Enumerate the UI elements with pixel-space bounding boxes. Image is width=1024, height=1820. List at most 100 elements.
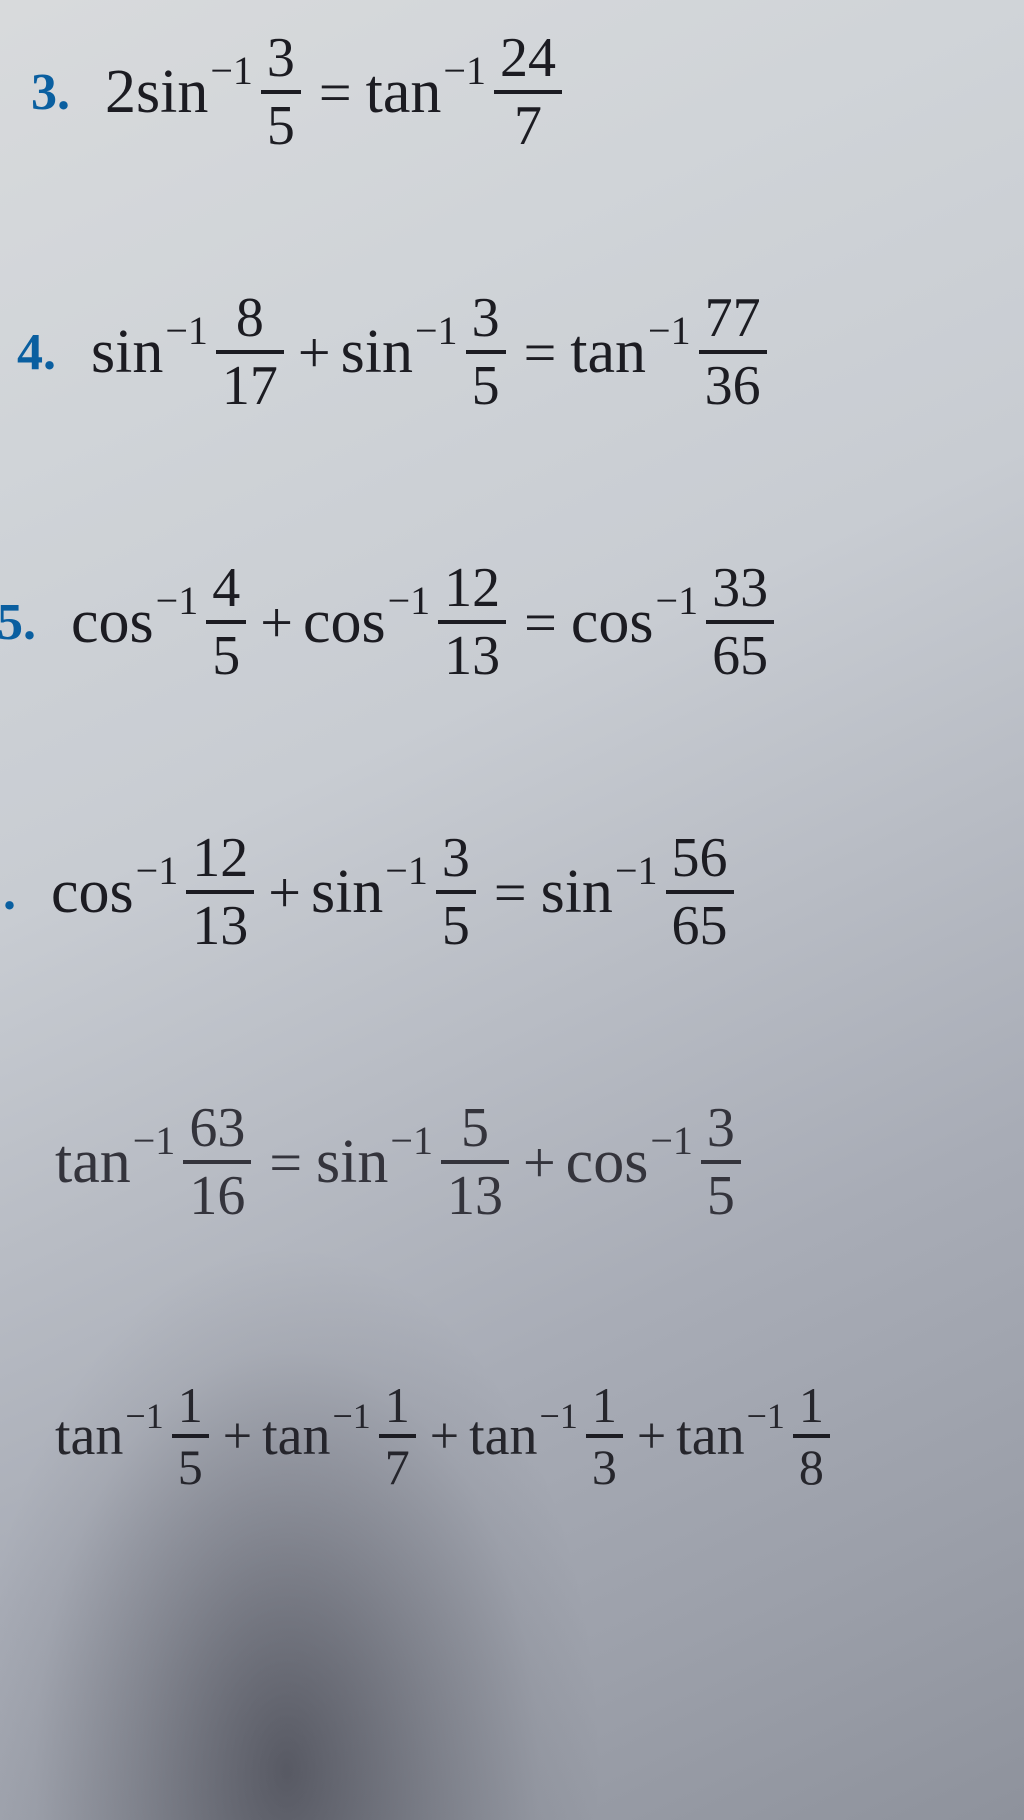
problem-5: 5. cos −1 4 5 + cos −1 12 13 = cos −1 33 [0, 560, 778, 684]
plus-sign: + [223, 1407, 252, 1466]
exponent: −1 [133, 1117, 176, 1164]
exponent: −1 [747, 1395, 785, 1437]
exponent: −1 [540, 1395, 578, 1437]
denominator: 5 [261, 94, 301, 154]
numerator: 1 [379, 1380, 416, 1434]
numerator: 12 [186, 830, 254, 890]
problem-8: tan −1 1 5 + tan −1 1 7 + tan −1 1 3 [0, 1380, 834, 1492]
fn-sin: sin [316, 1131, 388, 1193]
numerator: 1 [172, 1380, 209, 1434]
denominator: 3 [586, 1438, 623, 1492]
denominator: 17 [216, 354, 284, 414]
denominator: 36 [699, 354, 767, 414]
fn-tan: tan [676, 1408, 744, 1464]
fn-cos: cos [566, 1131, 649, 1193]
plus-sign: + [430, 1407, 459, 1466]
fraction: 63 16 [183, 1100, 251, 1224]
equals-sign: = [524, 589, 557, 656]
fraction: 24 7 [494, 30, 562, 154]
denominator: 7 [379, 1438, 416, 1492]
equation: cos −1 12 13 + sin −1 3 5 = sin −1 56 65 [51, 830, 738, 954]
exponent: −1 [650, 1117, 693, 1164]
fn-tan: tan [55, 1131, 131, 1193]
fn-tan: tan [262, 1408, 330, 1464]
exponent: −1 [136, 847, 179, 894]
denominator: 8 [793, 1438, 830, 1492]
fn-cos: cos [71, 591, 154, 653]
plus-sign: + [268, 859, 301, 926]
denominator: 5 [701, 1164, 741, 1224]
fn-tan: tan [366, 61, 442, 123]
fn-cos: cos [303, 591, 386, 653]
fraction: 5 13 [441, 1100, 509, 1224]
numerator: 56 [666, 830, 734, 890]
problem-number: . [0, 863, 16, 922]
numerator: 8 [230, 290, 270, 350]
exponent: −1 [165, 307, 208, 354]
denominator: 16 [183, 1164, 251, 1224]
exponent: −1 [210, 47, 253, 94]
numerator: 5 [455, 1100, 495, 1160]
fraction: 3 5 [466, 290, 506, 414]
exponent: −1 [390, 1117, 433, 1164]
fn-cos: cos [51, 861, 134, 923]
fraction: 77 36 [699, 290, 767, 414]
fraction: 56 65 [666, 830, 734, 954]
numerator: 3 [701, 1100, 741, 1160]
exponent: −1 [125, 1395, 163, 1437]
fraction: 3 5 [436, 830, 476, 954]
fraction: 3 5 [261, 30, 301, 154]
fn-sin: sin [91, 321, 163, 383]
coefficient: 2 [105, 61, 136, 123]
exponent: −1 [415, 307, 458, 354]
problem-3: 3. 2 sin −1 3 5 = tan −1 24 7 [14, 30, 566, 154]
fraction: 1 5 [172, 1380, 209, 1492]
fraction: 1 3 [586, 1380, 623, 1492]
numerator: 3 [436, 830, 476, 890]
fn-sin: sin [311, 861, 383, 923]
equation: sin −1 8 17 + sin −1 3 5 = tan −1 77 36 [91, 290, 771, 414]
fn-cos: cos [571, 591, 654, 653]
numerator: 12 [438, 560, 506, 620]
plus-sign: + [298, 319, 331, 386]
numerator: 3 [466, 290, 506, 350]
denominator: 13 [441, 1164, 509, 1224]
exponent: −1 [615, 847, 658, 894]
numerator: 4 [206, 560, 246, 620]
plus-sign: + [260, 589, 293, 656]
fn-tan: tan [469, 1408, 537, 1464]
fraction: 1 8 [793, 1380, 830, 1492]
fraction: 1 7 [379, 1380, 416, 1492]
equation: tan −1 63 16 = sin −1 5 13 + cos −1 3 5 [55, 1100, 745, 1224]
exponent: −1 [443, 47, 486, 94]
exponent: −1 [388, 577, 431, 624]
fraction: 12 13 [438, 560, 506, 684]
problem-number: 4. [0, 323, 56, 382]
numerator: 1 [586, 1380, 623, 1434]
fraction: 4 5 [206, 560, 246, 684]
exponent: −1 [156, 577, 199, 624]
denominator: 5 [466, 354, 506, 414]
exponent: −1 [385, 847, 428, 894]
equals-sign: = [319, 59, 352, 126]
numerator: 1 [793, 1380, 830, 1434]
equation: 2 sin −1 3 5 = tan −1 24 7 [105, 30, 566, 154]
exponent: −1 [656, 577, 699, 624]
numerator: 24 [494, 30, 562, 90]
plus-sign: + [637, 1407, 666, 1466]
problem-7: tan −1 63 16 = sin −1 5 13 + cos −1 3 5 [0, 1100, 745, 1224]
equation: cos −1 4 5 + cos −1 12 13 = cos −1 33 65 [71, 560, 778, 684]
denominator: 13 [186, 894, 254, 954]
fn-tan: tan [570, 321, 646, 383]
fraction: 12 13 [186, 830, 254, 954]
equals-sign: = [494, 859, 527, 926]
equation: tan −1 1 5 + tan −1 1 7 + tan −1 1 3 [55, 1380, 834, 1492]
denominator: 5 [206, 624, 246, 684]
denominator: 65 [666, 894, 734, 954]
numerator: 33 [706, 560, 774, 620]
fraction: 3 5 [701, 1100, 741, 1224]
denominator: 13 [438, 624, 506, 684]
equals-sign: = [269, 1129, 302, 1196]
exponent: −1 [648, 307, 691, 354]
fn-sin: sin [341, 321, 413, 383]
